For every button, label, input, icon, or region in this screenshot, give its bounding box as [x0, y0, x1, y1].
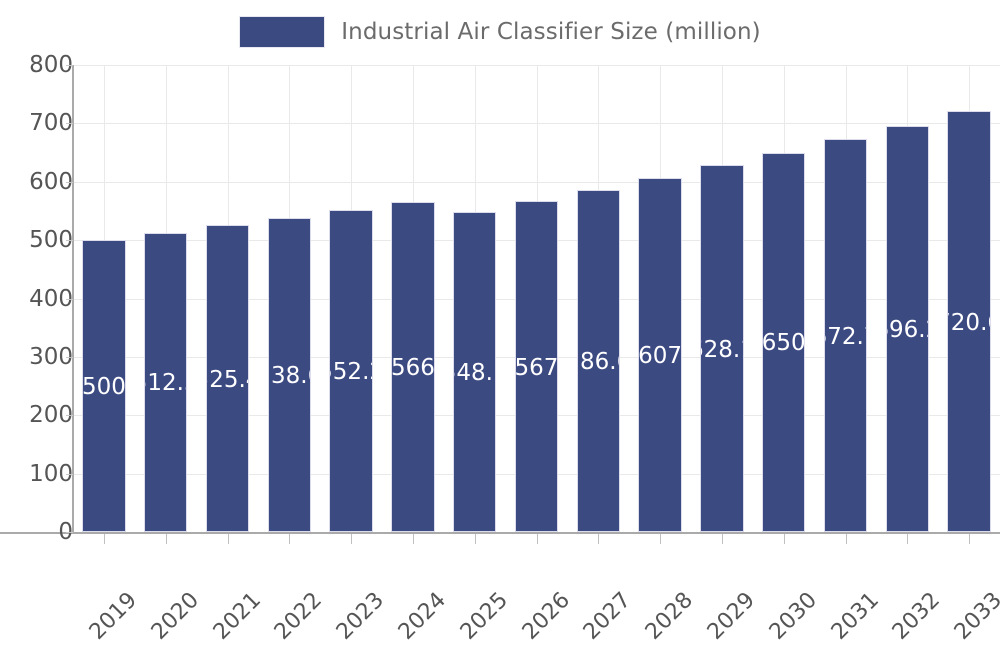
x-tick-label: 2022 [270, 587, 328, 645]
bar-value-label: 512.5 [145, 370, 186, 397]
y-tick-mark [66, 298, 73, 300]
bar[interactable]: 525.4 [205, 225, 250, 532]
bar-value-label: 720.6 [948, 309, 989, 336]
chart-legend: Industrial Air Classifier Size (million) [0, 10, 1000, 54]
y-tick-label: 700 [29, 110, 73, 137]
x-tick-mark [598, 534, 600, 544]
x-tick-label: 2019 [84, 587, 142, 645]
y-tick: 400 [0, 286, 73, 312]
y-tick: 800 [0, 52, 73, 78]
x-tick-label: 2030 [764, 587, 822, 645]
x-tick-label: 2033 [949, 587, 1000, 645]
bar-value-label: 650 [762, 330, 806, 357]
bar[interactable]: 720.6 [947, 111, 991, 532]
x-tick-label: 2024 [393, 587, 451, 645]
bar-value-label: 628.1 [701, 336, 742, 363]
y-tick: 500 [0, 227, 73, 253]
y-tick-label: 600 [29, 168, 73, 195]
bar-value-label: 672.7 [825, 323, 866, 350]
y-tick-label: 300 [29, 343, 73, 370]
y-tick: 200 [0, 402, 73, 428]
x-tick-mark [660, 534, 662, 544]
x-tick-mark [289, 534, 291, 544]
bar-value-label: 548.1 [454, 360, 495, 387]
bar[interactable]: 538.6 [267, 217, 311, 532]
bar-series: 500 512.5 525.4 538.6 552.2 566 548.1 567 586.6 6… [73, 65, 1000, 532]
x-tick-mark [845, 534, 847, 544]
y-tick-mark [66, 181, 73, 183]
x-tick-mark [103, 534, 105, 544]
x-tick-label: 2023 [331, 587, 390, 645]
y-tick-label: 400 [29, 285, 73, 312]
y-tick: 600 [0, 169, 73, 195]
bar-value-label: 552.2 [330, 358, 371, 385]
x-tick-label: 2025 [455, 587, 513, 645]
y-tick-label: 200 [29, 402, 73, 429]
x-tick-label: 2026 [517, 587, 575, 645]
bar[interactable]: 566 [391, 201, 435, 532]
x-tick-label: 2031 [826, 587, 884, 645]
x-tick-label: 2027 [579, 587, 637, 645]
bar-value-label: 566 [391, 354, 435, 381]
x-tick-label: 2020 [146, 587, 204, 645]
x-tick-label: 2032 [888, 587, 946, 645]
bar[interactable]: 650 [762, 152, 806, 532]
y-tick: 300 [0, 344, 73, 370]
x-tick-mark [412, 534, 414, 544]
bar[interactable]: 500 [82, 240, 126, 532]
y-tick-mark [66, 473, 73, 475]
bar-value-label: 525.4 [207, 366, 248, 393]
y-tick-mark [66, 356, 73, 358]
bar[interactable]: 548.1 [453, 212, 497, 532]
bar[interactable]: 552.2 [329, 209, 373, 532]
legend-label-industrial-air-classifier-size: Industrial Air Classifier Size (million) [341, 19, 761, 45]
x-tick-mark [227, 534, 229, 544]
y-tick-label: 100 [29, 460, 73, 487]
x-tick-label: 2021 [208, 587, 266, 645]
y-tick-label: 0 [58, 519, 73, 545]
bar[interactable]: 607 [638, 177, 682, 532]
x-tick-mark [907, 534, 909, 544]
bar-value-label: 607 [638, 342, 682, 369]
bar[interactable]: 512.5 [144, 232, 188, 532]
bar-value-label: 567 [514, 354, 559, 381]
bar-value-label: 696.2 [887, 316, 928, 343]
y-tick-mark [66, 415, 73, 417]
y-tick: 700 [0, 110, 73, 136]
y-tick-label: 500 [29, 227, 73, 254]
y-tick-mark [66, 532, 73, 533]
x-tick-label: 2029 [702, 587, 760, 645]
bar-value-label: 586.6 [578, 348, 619, 375]
y-tick: 0 [0, 519, 73, 545]
legend-swatch-industrial-air-classifier-size [239, 16, 326, 48]
x-tick-mark [536, 534, 538, 544]
y-axis-spine [72, 65, 74, 533]
y-tick: 100 [0, 461, 73, 487]
x-tick-mark [721, 534, 723, 544]
y-tick-label: 800 [29, 52, 73, 78]
x-tick-mark [969, 534, 971, 544]
y-tick-mark [66, 65, 73, 66]
x-tick-label: 2028 [640, 587, 699, 645]
bar-value-label: 500 [82, 374, 126, 401]
plot-area: 500 512.5 525.4 538.6 552.2 566 548.1 567 586.6 6… [73, 65, 1000, 533]
x-tick-mark [351, 534, 353, 544]
x-axis-spine [0, 532, 1000, 534]
x-tick-mark [474, 534, 476, 544]
bar-value-label: 538.6 [269, 362, 310, 389]
bar-chart: Industrial Air Classifier Size (million)… [0, 10, 1000, 645]
bar[interactable]: 586.6 [576, 189, 620, 532]
x-tick-mark [165, 534, 167, 544]
bar[interactable]: 672.7 [823, 139, 868, 532]
bar[interactable]: 696.2 [885, 125, 929, 532]
bar[interactable]: 628.1 [700, 165, 744, 532]
y-tick-mark [66, 240, 73, 242]
x-tick-mark [783, 534, 785, 544]
y-tick-mark [66, 123, 73, 125]
bar[interactable]: 567 [514, 201, 559, 532]
